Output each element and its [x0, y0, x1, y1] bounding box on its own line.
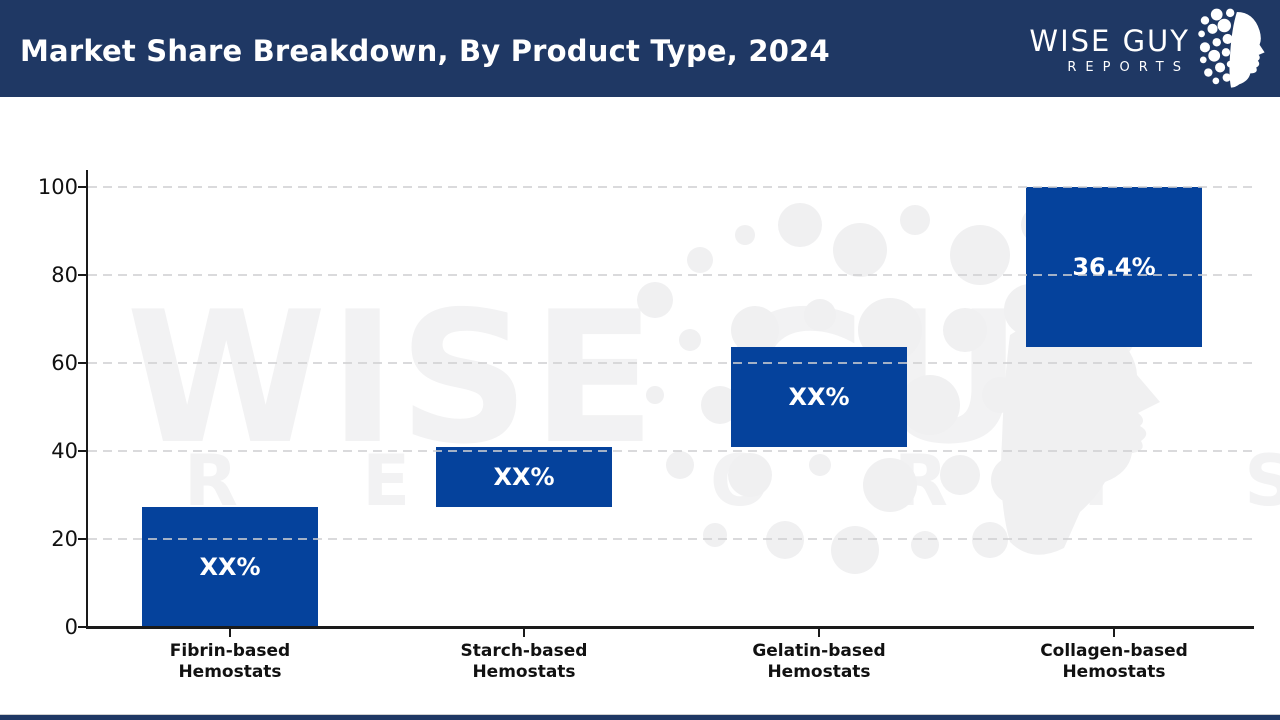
y-tick-label: 80	[51, 263, 78, 287]
x-category-line: Hemostats	[178, 662, 282, 682]
y-tick-label: 100	[37, 175, 78, 199]
x-tick-mark	[818, 629, 820, 637]
y-tick-mark	[78, 274, 86, 276]
x-category-line: Collagen-based	[1040, 641, 1188, 661]
x-category-line: Gelatin-based	[752, 641, 886, 661]
brand-logo-text: WISE GUY REPORTS	[1029, 24, 1190, 75]
x-category-label: Fibrin-based Hemostats	[80, 641, 380, 683]
bar-value-label: 36.4%	[1072, 253, 1156, 282]
x-tick-mark	[1113, 629, 1115, 637]
brand-name: WISE GUY	[1029, 23, 1190, 58]
x-tick-mark	[229, 629, 231, 637]
y-axis-line	[86, 170, 88, 629]
page-title: Market Share Breakdown, By Product Type,…	[20, 34, 830, 68]
x-category-line: Hemostats	[472, 662, 576, 682]
footer-bar	[0, 715, 1280, 720]
gridline	[88, 450, 1252, 452]
x-tick-mark	[523, 629, 525, 637]
y-tick-mark	[78, 626, 86, 628]
y-tick-mark	[78, 186, 86, 188]
brand-logo: WISE GUY REPORTS	[1029, 6, 1270, 92]
bar-value-label: XX%	[199, 552, 261, 581]
x-category-line: Starch-based	[460, 641, 588, 661]
bar-value-label: XX%	[788, 383, 850, 412]
gridline	[88, 274, 1252, 276]
x-category-line: Hemostats	[767, 662, 871, 682]
x-category-label: Starch-based Hemostats	[374, 641, 674, 683]
bar: XX%	[436, 447, 612, 507]
brand-head-icon	[1198, 8, 1265, 88]
x-category-line: Fibrin-based	[169, 641, 291, 661]
x-axis-line	[86, 626, 1254, 629]
y-tick-mark	[78, 450, 86, 452]
x-category-line: Hemostats	[1062, 662, 1166, 682]
y-tick-mark	[78, 538, 86, 540]
y-tick-mark	[78, 362, 86, 364]
y-tick-label: 40	[51, 439, 78, 463]
x-category-label: Gelatin-based Hemostats	[669, 641, 969, 683]
y-tick-label: 0	[64, 615, 78, 639]
bar-value-label: XX%	[493, 462, 555, 491]
bar: XX%	[142, 506, 318, 627]
gridline	[88, 186, 1252, 188]
gridline	[88, 538, 1252, 540]
gridline	[88, 362, 1252, 364]
bar: 36.4%	[1026, 187, 1202, 348]
header: Market Share Breakdown, By Product Type,…	[0, 0, 1280, 97]
y-tick-label: 20	[51, 527, 78, 551]
footer-divider	[0, 714, 1280, 715]
x-category-label: Collagen-based Hemostats	[964, 641, 1264, 683]
y-tick-label: 60	[51, 351, 78, 375]
brand-subname: REPORTS	[1067, 59, 1190, 75]
